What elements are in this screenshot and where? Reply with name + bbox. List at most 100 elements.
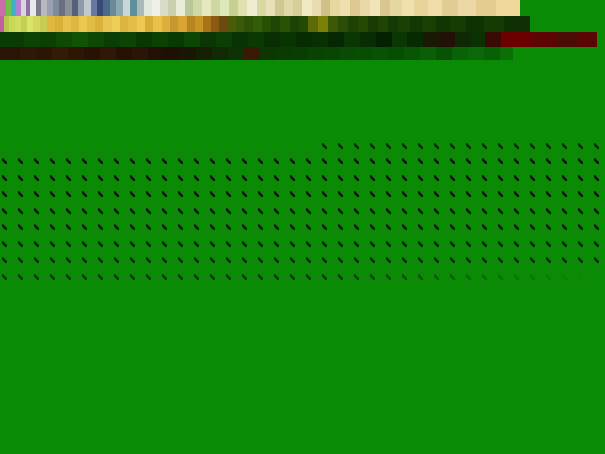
macroblock	[577, 32, 597, 47]
macroblock	[238, 0, 247, 16]
macroblock	[271, 16, 280, 32]
macroblock	[130, 0, 137, 16]
macroblock	[500, 47, 513, 60]
macroblock	[227, 16, 236, 32]
macroblock	[103, 16, 112, 32]
macroblock	[216, 32, 232, 47]
macroblock	[100, 47, 116, 60]
macroblock	[348, 16, 358, 32]
macroblock	[200, 32, 216, 47]
macroblock	[376, 32, 392, 47]
macroblock	[290, 16, 299, 32]
macroblock	[423, 32, 439, 47]
macroblock	[40, 16, 47, 32]
macroblock	[253, 16, 262, 32]
macroblock	[428, 0, 442, 16]
macroblock	[137, 16, 145, 32]
macroblock	[455, 32, 471, 47]
macroblock	[137, 0, 144, 16]
macroblock	[144, 0, 152, 16]
macroblock	[24, 32, 40, 47]
macroblock	[47, 0, 53, 16]
macroblock	[97, 0, 103, 16]
macroblock	[40, 32, 56, 47]
macroblock	[262, 16, 271, 32]
macroblock	[72, 0, 78, 16]
macroblock	[6, 0, 11, 16]
macroblock	[392, 32, 407, 47]
macroblock	[36, 47, 52, 60]
macroblock	[422, 16, 436, 32]
macroblock	[91, 0, 97, 16]
macroblock	[471, 32, 485, 47]
macroblock	[123, 0, 130, 16]
macroblock	[72, 32, 88, 47]
green-field	[0, 60, 605, 454]
macroblock	[132, 47, 148, 60]
macroblock	[27, 16, 33, 32]
macroblock	[276, 47, 292, 60]
macroblock	[328, 32, 344, 47]
macroblock	[79, 16, 87, 32]
macroblock	[211, 0, 220, 16]
macroblock	[55, 16, 63, 32]
macroblock	[308, 16, 318, 32]
macroblock	[557, 32, 577, 47]
macroblock	[116, 0, 123, 16]
macroblock	[264, 32, 280, 47]
macroblock	[33, 16, 40, 32]
macroblock	[324, 47, 340, 60]
macroblock	[531, 32, 557, 47]
macroblock	[388, 16, 398, 32]
macroblock	[153, 16, 162, 32]
macroblock	[398, 16, 410, 32]
tan-mosaic-band	[0, 16, 605, 32]
macroblock	[328, 16, 338, 32]
macroblock	[103, 0, 110, 16]
macroblock	[356, 47, 372, 60]
macroblock	[52, 47, 68, 60]
macroblock	[202, 0, 211, 16]
macroblock	[330, 0, 340, 16]
macroblock	[344, 32, 360, 47]
macroblock	[195, 16, 203, 32]
macroblock	[219, 16, 227, 32]
macroblock	[275, 0, 284, 16]
macroblock	[41, 0, 47, 16]
macroblock	[136, 32, 152, 47]
macroblock	[0, 0, 6, 16]
macroblock	[56, 32, 72, 47]
macroblock	[257, 0, 266, 16]
macroblock	[187, 16, 195, 32]
macroblock	[458, 0, 476, 16]
macroblock	[338, 16, 348, 32]
macroblock	[120, 32, 136, 47]
macroblock	[11, 0, 16, 16]
macroblock	[185, 0, 193, 16]
macroblock	[78, 0, 84, 16]
macroblock	[15, 16, 21, 32]
macroblock	[36, 0, 41, 16]
macroblock	[284, 0, 293, 16]
macroblock	[476, 0, 496, 16]
macroblock	[168, 32, 184, 47]
macroblock	[88, 32, 104, 47]
macroblock	[0, 32, 24, 47]
macroblock	[21, 0, 26, 16]
macroblock	[9, 16, 15, 32]
macroblock	[407, 32, 423, 47]
macroblock	[152, 32, 168, 47]
macroblock	[484, 47, 500, 60]
macroblock	[280, 32, 296, 47]
macroblock	[145, 16, 153, 32]
macroblock	[232, 32, 248, 47]
macroblock	[203, 16, 211, 32]
macroblock	[513, 47, 605, 60]
macroblock	[178, 16, 187, 32]
macroblock	[65, 0, 72, 16]
macroblock	[302, 0, 312, 16]
macroblock	[468, 47, 484, 60]
macroblock	[104, 32, 120, 47]
macroblock	[148, 47, 164, 60]
